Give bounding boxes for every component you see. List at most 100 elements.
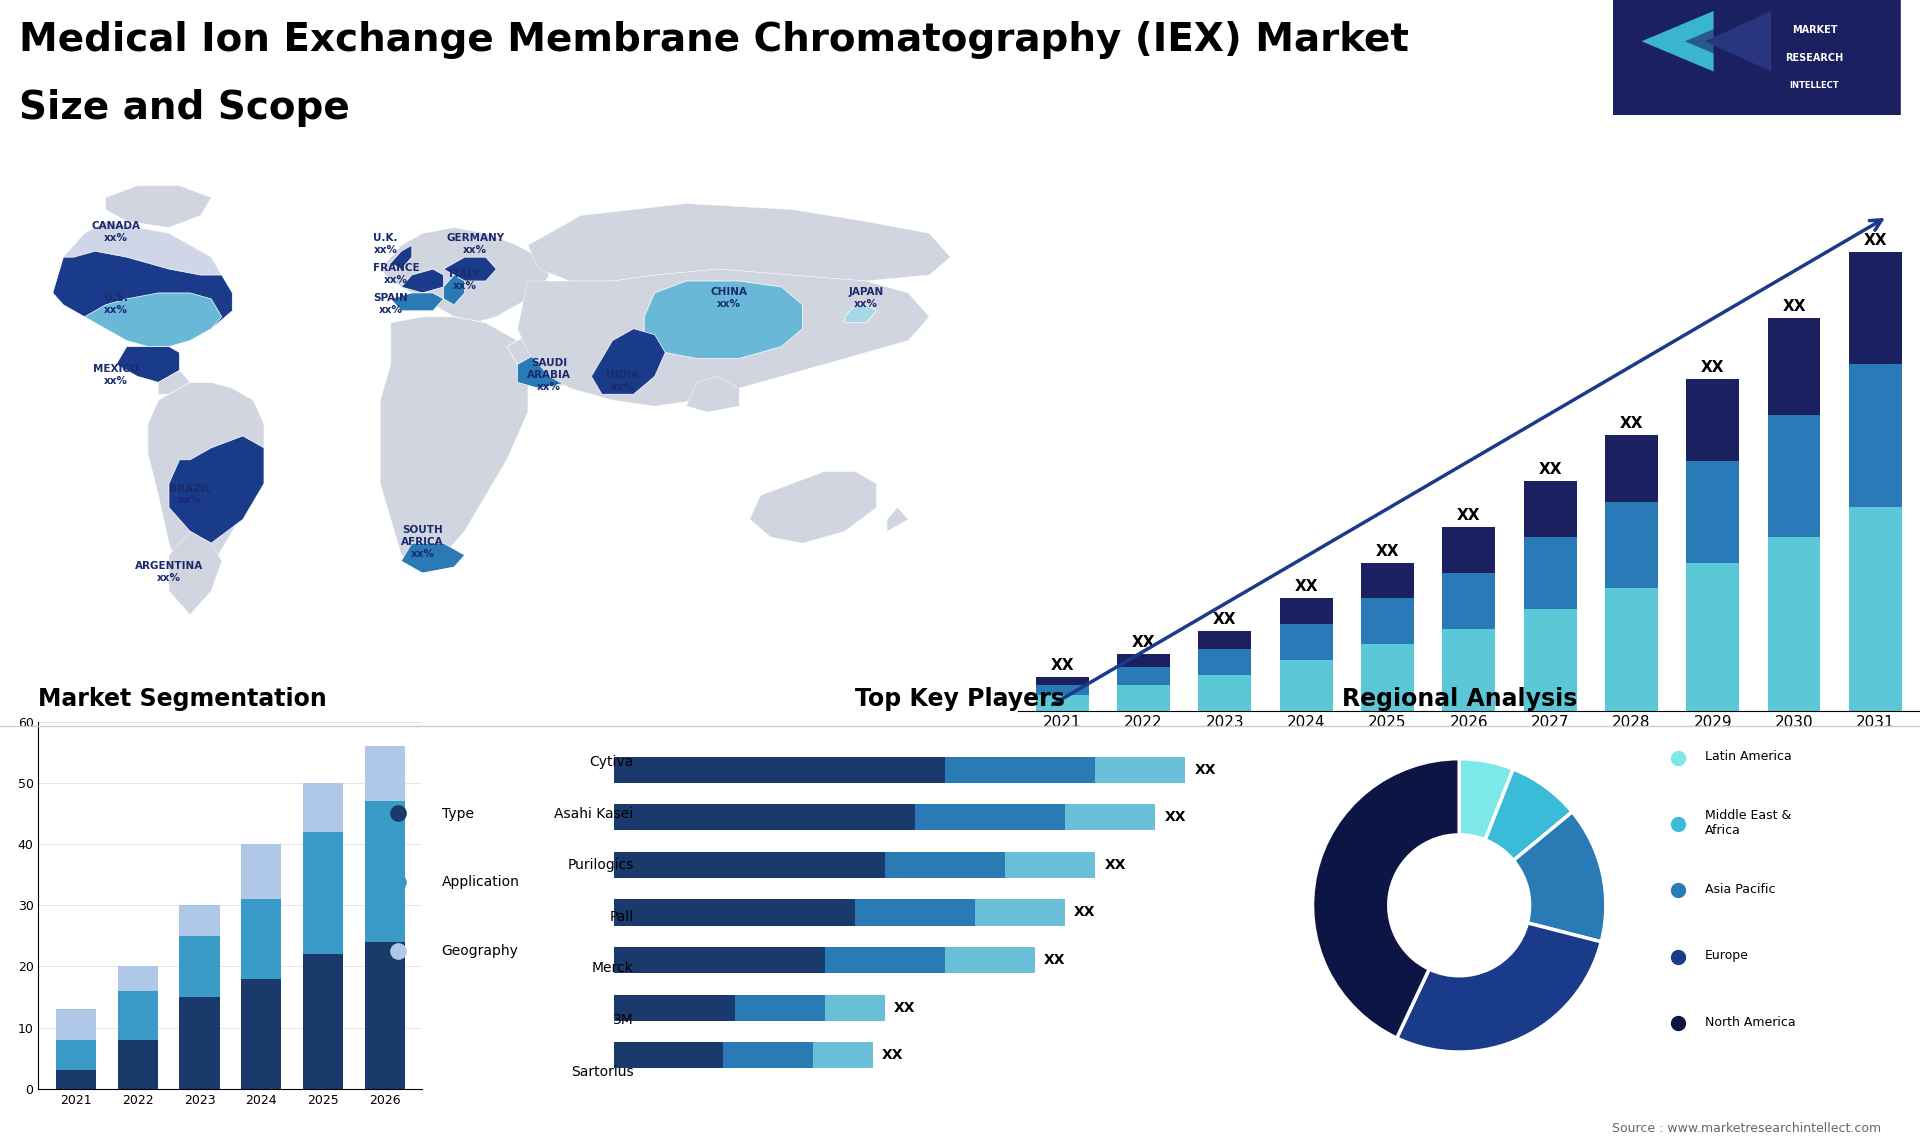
- Text: XX: XX: [1538, 462, 1561, 477]
- Polygon shape: [106, 186, 211, 227]
- Text: North America: North America: [1705, 1015, 1795, 1029]
- Polygon shape: [401, 269, 444, 293]
- Bar: [1117, 685, 1169, 711]
- Bar: [1524, 481, 1576, 537]
- Polygon shape: [1642, 11, 1713, 71]
- Bar: [1037, 696, 1089, 711]
- Text: XX: XX: [1050, 658, 1073, 673]
- Bar: [365, 942, 405, 1089]
- Text: Size and Scope: Size and Scope: [19, 89, 349, 127]
- Polygon shape: [157, 370, 190, 394]
- Polygon shape: [518, 269, 929, 406]
- Bar: [1605, 588, 1657, 711]
- FancyBboxPatch shape: [1613, 0, 1901, 138]
- Polygon shape: [507, 335, 591, 388]
- Text: XX: XX: [1104, 858, 1125, 872]
- Text: JAPAN
xx%: JAPAN xx%: [849, 286, 883, 308]
- Wedge shape: [1513, 811, 1605, 942]
- Bar: [1605, 435, 1657, 502]
- Bar: [826, 947, 945, 973]
- Text: Type: Type: [442, 807, 474, 821]
- Text: Top Key Players: Top Key Players: [854, 686, 1066, 711]
- Text: XX: XX: [1864, 233, 1887, 248]
- Text: XX: XX: [881, 1049, 904, 1062]
- Polygon shape: [1705, 11, 1770, 71]
- Bar: [1198, 650, 1252, 675]
- Text: XX: XX: [1294, 580, 1317, 595]
- Polygon shape: [117, 346, 180, 383]
- Text: SOUTH
AFRICA
xx%: SOUTH AFRICA xx%: [401, 525, 444, 558]
- Polygon shape: [645, 281, 803, 359]
- Bar: [1117, 667, 1169, 685]
- Text: Geography: Geography: [442, 944, 518, 958]
- Text: XX: XX: [1701, 360, 1724, 376]
- Bar: [1361, 644, 1413, 711]
- Text: Medical Ion Exchange Membrane Chromatography (IEX) Market: Medical Ion Exchange Membrane Chromatogr…: [19, 21, 1409, 58]
- Bar: [1849, 507, 1901, 711]
- Text: XX: XX: [1194, 762, 1215, 777]
- Text: Merck: Merck: [591, 961, 634, 975]
- Text: Pall: Pall: [609, 910, 634, 924]
- Bar: [614, 804, 916, 831]
- Text: Purilogics: Purilogics: [566, 858, 634, 872]
- Polygon shape: [401, 543, 465, 573]
- Text: RESEARCH: RESEARCH: [1786, 53, 1843, 63]
- Polygon shape: [444, 257, 495, 281]
- Bar: [614, 995, 735, 1021]
- Text: GERMANY
xx%: GERMANY xx%: [445, 234, 505, 254]
- Bar: [1524, 609, 1576, 711]
- Text: U.S.
xx%: U.S. xx%: [104, 293, 129, 314]
- Text: Application: Application: [442, 876, 520, 889]
- Text: ITALY
xx%: ITALY xx%: [449, 269, 480, 291]
- Polygon shape: [169, 435, 265, 543]
- Bar: [1361, 563, 1413, 598]
- Polygon shape: [444, 275, 465, 305]
- Text: Cytiva: Cytiva: [589, 755, 634, 769]
- Bar: [179, 936, 219, 997]
- Polygon shape: [380, 316, 528, 567]
- Bar: [117, 1039, 157, 1089]
- Bar: [1094, 756, 1185, 783]
- Bar: [1361, 598, 1413, 644]
- Bar: [1066, 804, 1156, 831]
- Bar: [1037, 677, 1089, 685]
- Bar: [365, 746, 405, 801]
- Bar: [1524, 537, 1576, 609]
- Text: XX: XX: [1213, 612, 1236, 627]
- Polygon shape: [687, 376, 739, 413]
- Bar: [1768, 319, 1820, 415]
- Polygon shape: [1686, 11, 1757, 71]
- Text: Sartorius: Sartorius: [570, 1065, 634, 1078]
- Bar: [1442, 527, 1496, 573]
- Bar: [1686, 461, 1740, 563]
- Bar: [826, 995, 885, 1021]
- Bar: [975, 900, 1066, 926]
- Bar: [1281, 598, 1332, 623]
- Text: Market Segmentation: Market Segmentation: [38, 686, 326, 711]
- Polygon shape: [380, 227, 549, 323]
- Text: XX: XX: [1457, 508, 1480, 523]
- Bar: [1198, 675, 1252, 711]
- Bar: [179, 905, 219, 936]
- Bar: [945, 756, 1094, 783]
- Text: XX: XX: [1073, 905, 1096, 919]
- Polygon shape: [392, 293, 444, 311]
- Text: U.K.
xx%: U.K. xx%: [372, 234, 397, 254]
- Text: XX: XX: [1164, 810, 1187, 824]
- Bar: [1768, 415, 1820, 537]
- Text: INDIA
xx%: INDIA xx%: [607, 370, 639, 392]
- Bar: [614, 947, 826, 973]
- Polygon shape: [845, 305, 876, 323]
- Bar: [365, 801, 405, 942]
- Text: INTELLECT: INTELLECT: [1789, 80, 1839, 89]
- Bar: [854, 900, 975, 926]
- Bar: [117, 991, 157, 1039]
- Text: XX: XX: [1044, 953, 1066, 967]
- Text: Source : www.marketresearchintellect.com: Source : www.marketresearchintellect.com: [1613, 1122, 1882, 1135]
- Text: BRAZIL
xx%: BRAZIL xx%: [169, 484, 211, 505]
- Bar: [303, 783, 344, 832]
- Bar: [614, 900, 854, 926]
- Bar: [1281, 660, 1332, 711]
- Text: SPAIN
xx%: SPAIN xx%: [372, 293, 409, 314]
- Bar: [303, 955, 344, 1089]
